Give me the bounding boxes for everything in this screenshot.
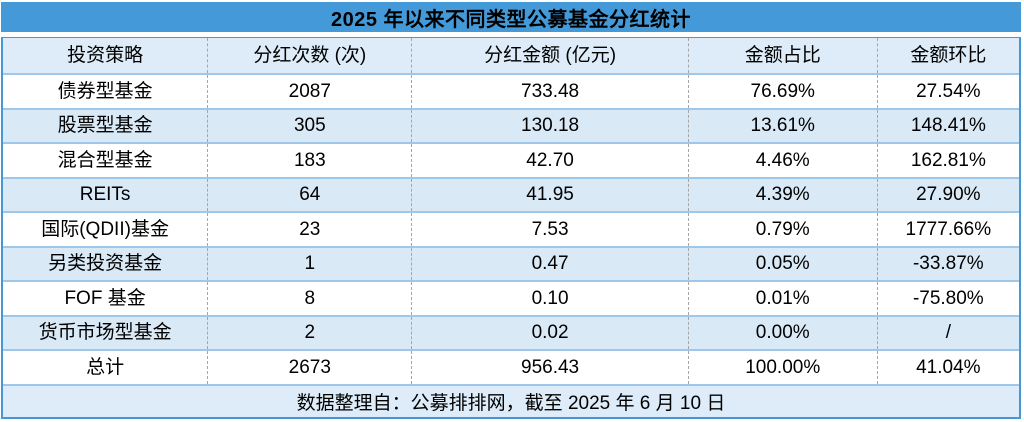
column-header-amount-mom: 金额环比 — [876, 38, 1019, 73]
table-footer: 数据整理自：公募排排网，截至 2025 年 6 月 10 日 — [3, 383, 1019, 417]
table-row: FOF 基金 8 0.10 0.01% -75.80% — [3, 280, 1019, 315]
table-cell: 64 — [207, 178, 411, 211]
table-cell: / — [876, 316, 1019, 349]
table-cell: 另类投资基金 — [48, 253, 163, 275]
table-cell: 27.54% — [876, 75, 1019, 108]
table-cell: 债券型基金 — [57, 80, 153, 102]
table-cell: 1777.66% — [876, 213, 1019, 246]
table-cell: 183 — [207, 144, 411, 177]
table-cell: 0.47 — [411, 247, 687, 280]
header-row: 投资策略 分红次数 (次) 分红金额 (亿元) 金额占比 金额环比 — [3, 38, 1019, 73]
table-cell: 8 — [207, 282, 411, 315]
table-cell: 305 — [207, 109, 411, 142]
table-row: 债券型基金 2087 733.48 76.69% 27.54% — [3, 73, 1019, 108]
table-cell: 货币市场型基金 — [38, 322, 172, 344]
table-cell: 0.05% — [687, 247, 877, 280]
table-cell: 41.95 — [411, 178, 687, 211]
table-rows: 债券型基金 2087 733.48 76.69% 27.54% 股票型基金 305 130.1… — [3, 73, 1019, 384]
table-cell: 42.70 — [411, 144, 687, 177]
column-header-dividend-amount: 分红金额 (亿元) — [411, 38, 687, 73]
table-row: 总计 2673 956.43 100.00% 41.04% — [3, 349, 1019, 384]
table-cell: REITs — [79, 184, 131, 206]
column-header-amount-share: 金额占比 — [687, 38, 877, 73]
table-cell: 4.46% — [687, 144, 877, 177]
table-row: 混合型基金 183 42.70 4.46% 162.81% — [3, 142, 1019, 177]
table-title: 2025 年以来不同类型公募基金分红统计 — [1, 2, 1021, 32]
table-cell: 130.18 — [411, 109, 687, 142]
table-cell: 混合型基金 — [57, 149, 153, 171]
table-cell: 0.79% — [687, 213, 877, 246]
table-cell: 0.10 — [411, 282, 687, 315]
table-cell: 7.53 — [411, 213, 687, 246]
source-note: 数据整理自：公募排排网，截至 2025 年 6 月 10 日 — [296, 392, 726, 414]
table-cell: 2673 — [207, 351, 411, 384]
column-header-strategy: 投资策略 — [67, 45, 144, 66]
title-gap — [1, 32, 1021, 37]
table-cell: 4.39% — [687, 178, 877, 211]
table-cell: 总计 — [86, 356, 125, 378]
table-cell: 13.61% — [687, 109, 877, 142]
table-cell: 23 — [207, 213, 411, 246]
table-cell: 0.01% — [687, 282, 877, 315]
table-cell: 股票型基金 — [57, 115, 153, 137]
table-cell: 733.48 — [411, 75, 687, 108]
table-cell: 76.69% — [687, 75, 877, 108]
table-cell: 国际(QDII)基金 — [41, 218, 169, 240]
table-cell: -75.80% — [876, 282, 1019, 315]
table-cell: 0.00% — [687, 316, 877, 349]
table-row: REITs 64 41.95 4.39% 27.90% — [3, 176, 1019, 211]
table-cell: 2087 — [207, 75, 411, 108]
table-cell: 2 — [207, 316, 411, 349]
table-row: 国际(QDII)基金 23 7.53 0.79% 1777.66% — [3, 211, 1019, 246]
table-cell: 162.81% — [876, 144, 1019, 177]
table-cell: FOF 基金 — [64, 287, 146, 309]
table-row: 另类投资基金 1 0.47 0.05% -33.87% — [3, 245, 1019, 280]
table-cell: -33.87% — [876, 247, 1019, 280]
table-cell: 0.02 — [411, 316, 687, 349]
table-row: 货币市场型基金 2 0.02 0.00% / — [3, 314, 1019, 349]
table-cell: 956.43 — [411, 351, 687, 384]
data-table: 投资策略 分红次数 (次) 分红金额 (亿元) 金额占比 金额环比 债券型基金 2… — [1, 37, 1021, 419]
table-cell: 27.90% — [876, 178, 1019, 211]
table-cell: 100.00% — [687, 351, 877, 384]
table-cell: 148.41% — [876, 109, 1019, 142]
column-header-dividend-count: 分红次数 (次) — [207, 38, 411, 73]
table-row: 股票型基金 305 130.18 13.61% 148.41% — [3, 107, 1019, 142]
table-cell: 1 — [207, 247, 411, 280]
table-cell: 41.04% — [876, 351, 1019, 384]
